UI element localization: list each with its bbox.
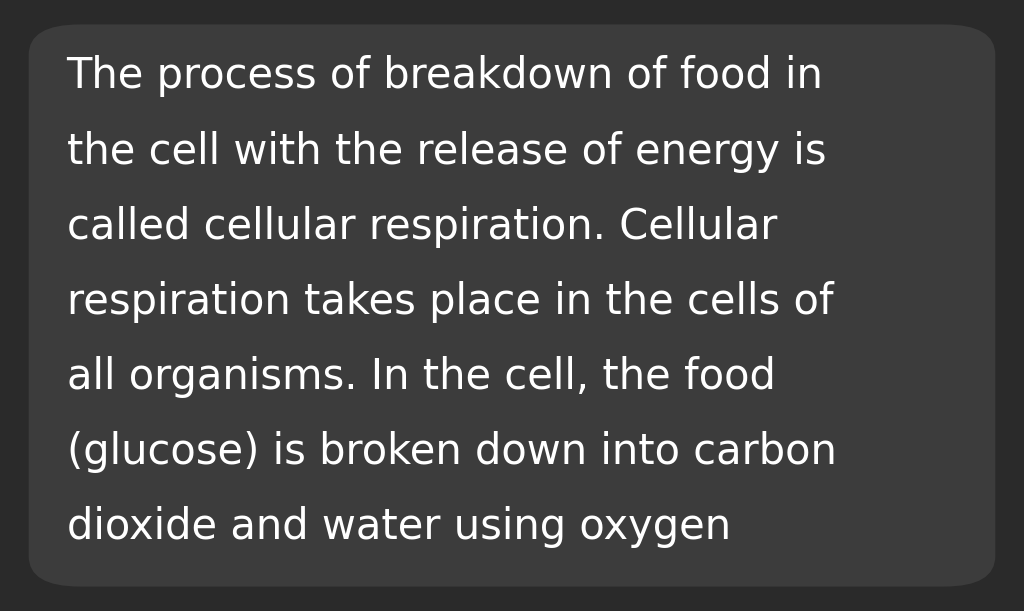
Text: respiration takes place in the cells of: respiration takes place in the cells of [67,281,834,323]
Text: called cellular respiration. Cellular: called cellular respiration. Cellular [67,206,777,247]
Text: The process of breakdown of food in: The process of breakdown of food in [67,56,823,97]
Text: all organisms. In the cell, the food: all organisms. In the cell, the food [67,356,775,398]
Text: the cell with the release of energy is: the cell with the release of energy is [67,131,826,172]
Text: (glucose) is broken down into carbon: (glucose) is broken down into carbon [67,431,837,473]
FancyBboxPatch shape [29,24,995,587]
Text: dioxide and water using oxygen: dioxide and water using oxygen [67,507,731,548]
